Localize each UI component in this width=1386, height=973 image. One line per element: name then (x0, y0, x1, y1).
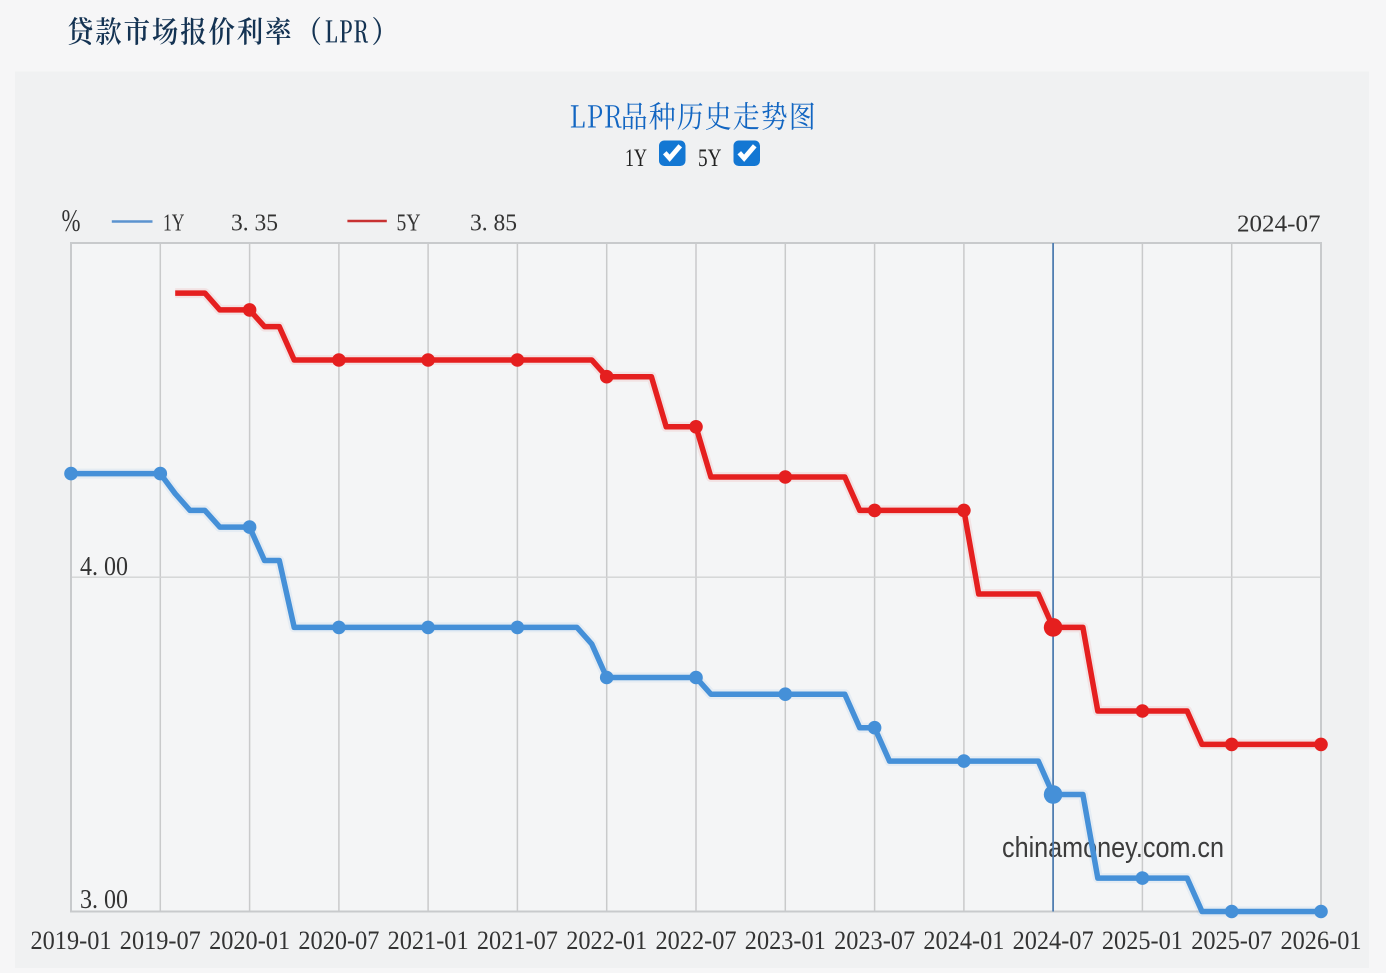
svg-text:1Y: 1Y (625, 145, 647, 172)
svg-text:2024-07: 2024-07 (1237, 211, 1321, 238)
svg-text:2021-01: 2021-01 (388, 925, 469, 955)
svg-text:2023-01: 2023-01 (745, 925, 826, 955)
svg-text:%: % (62, 202, 81, 238)
svg-text:3. 35: 3. 35 (231, 210, 278, 237)
svg-text:2022-07: 2022-07 (656, 925, 737, 955)
svg-text:4. 00: 4. 00 (80, 551, 128, 581)
svg-text:2024-07: 2024-07 (1013, 925, 1094, 955)
svg-text:2021-07: 2021-07 (477, 925, 558, 955)
svg-text:2020-07: 2020-07 (298, 925, 379, 955)
svg-text:2025-07: 2025-07 (1191, 925, 1272, 955)
svg-text:3. 00: 3. 00 (80, 884, 128, 914)
svg-text:1Y: 1Y (163, 210, 185, 237)
svg-text:2024-01: 2024-01 (923, 925, 1004, 955)
svg-text:5Y: 5Y (397, 210, 421, 237)
svg-text:2020-01: 2020-01 (209, 925, 290, 955)
svg-text:2022-01: 2022-01 (566, 925, 647, 955)
svg-text:2019-01: 2019-01 (31, 925, 112, 955)
svg-text:2026-01: 2026-01 (1281, 925, 1362, 955)
svg-text:5Y: 5Y (698, 145, 722, 172)
svg-text:chinamoney.com.cn: chinamoney.com.cn (1002, 832, 1224, 864)
svg-text:2023-07: 2023-07 (834, 925, 915, 955)
svg-text:3. 85: 3. 85 (470, 210, 517, 237)
svg-text:2019-07: 2019-07 (120, 925, 201, 955)
svg-text:2025-01: 2025-01 (1102, 925, 1183, 955)
